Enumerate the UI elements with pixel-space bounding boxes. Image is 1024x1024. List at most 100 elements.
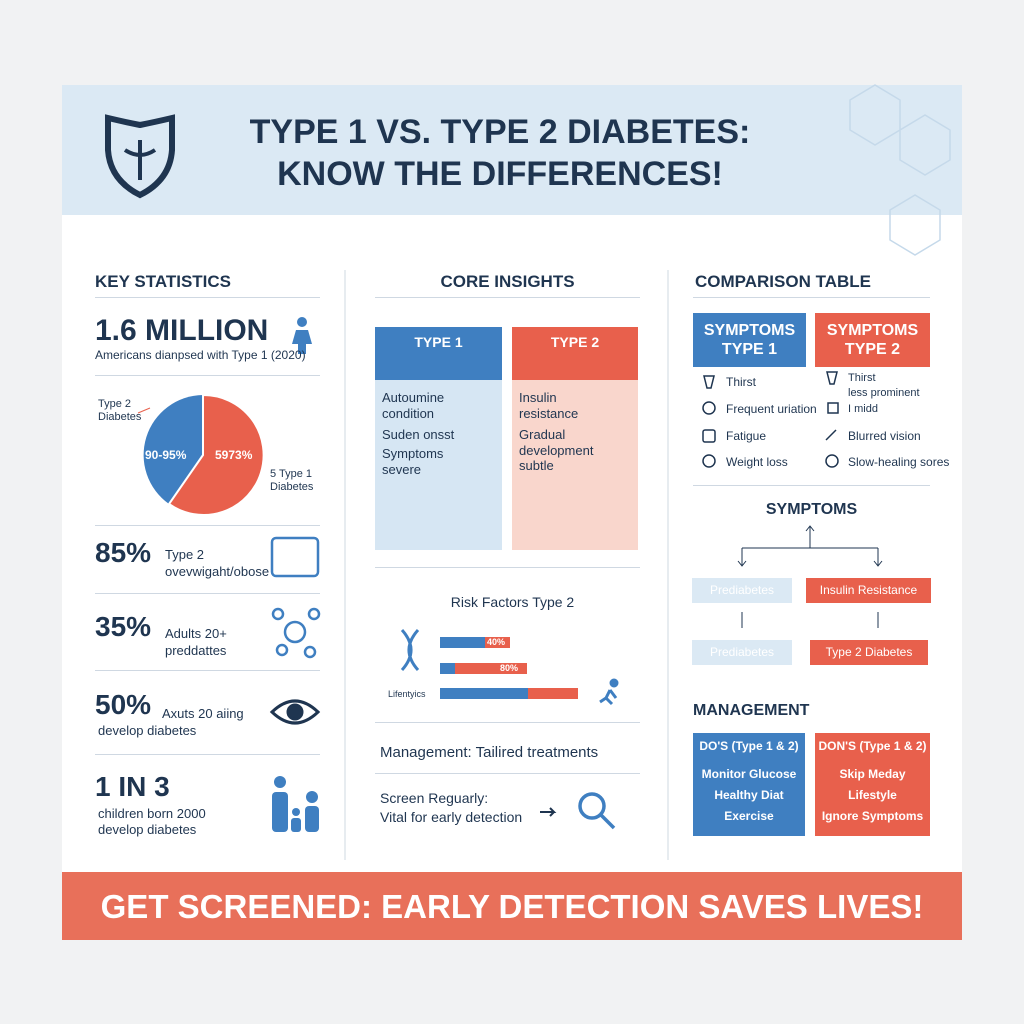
dos-item: Healthy Diat <box>714 788 784 802</box>
flow-node <box>692 640 792 665</box>
stat-value: 85% <box>95 537 152 568</box>
scale-icon <box>270 536 320 578</box>
donts-item: Lifestyle <box>848 788 897 802</box>
stat-value: 1.6 MILLION <box>95 314 269 347</box>
rule <box>95 593 320 594</box>
stat-value: 1 IN 3 <box>95 771 170 802</box>
arrow <box>540 807 557 817</box>
card-item: Suden onsst <box>382 427 455 442</box>
stat-caption: Americans dianpsed with Type 1 (2020) <box>95 348 306 362</box>
card-item: Symptoms severe <box>382 446 444 477</box>
stat-caption: develop diabetes <box>98 723 197 738</box>
flow-node <box>810 640 928 665</box>
flow-label: Prediabetes <box>709 583 775 597</box>
title: KNOW THE DIFFERENCES! <box>277 155 723 193</box>
symptom: Thirst less prominent I midd <box>848 372 920 415</box>
dos-item: Exercise <box>724 809 774 823</box>
table-head: SYMPTOMS TYPE 1 <box>703 322 796 359</box>
hexagons <box>849 84 951 256</box>
rule <box>375 567 640 568</box>
heading: COMPARISON TABLE <box>695 272 871 291</box>
family-icon <box>272 776 319 832</box>
flow-node <box>806 578 931 603</box>
pie-leader <box>137 407 151 414</box>
dos-item: Monitor Glucose <box>701 767 797 781</box>
donts-title: DON'S (Type 1 & 2) <box>818 739 927 753</box>
symptom-icons <box>702 371 839 468</box>
footer-band <box>62 872 962 940</box>
card-item: Insulin resistance <box>519 390 579 421</box>
flow-label: Prediabetes <box>709 645 775 659</box>
flow-node <box>692 578 792 603</box>
symptom: Weight loss <box>726 455 788 469</box>
stat-caption: develop diabetes <box>98 822 197 837</box>
molecule-icon <box>271 607 321 659</box>
stat-caption: ovevwigaht/obose <box>165 564 270 579</box>
pie-slice <box>143 395 203 504</box>
rule <box>95 297 320 298</box>
card-item: Gradual development subtle <box>519 427 594 474</box>
dos-title: DO'S (Type 1 & 2) <box>699 739 799 753</box>
type2-body <box>512 380 638 550</box>
risk-bars <box>440 637 578 699</box>
screen-note: Screen Reguarly: <box>380 790 489 806</box>
person-icon <box>292 317 312 354</box>
title: TYPE 1 VS. TYPE 2 DIABETES: <box>249 113 751 151</box>
runner-icon <box>599 678 619 706</box>
pie-label: 5973% <box>215 448 253 462</box>
stat-value: 50% <box>95 689 152 720</box>
symptom: Frequent uriation <box>726 402 817 416</box>
flow-title: SYMPTOMS <box>765 501 858 518</box>
symptom: Thirst <box>726 375 756 389</box>
eye-icon <box>269 699 321 725</box>
magnifier-icon <box>578 792 616 830</box>
flow-label: Type 2 Diabetes <box>825 645 913 659</box>
pie-slice <box>167 393 265 516</box>
rule <box>95 525 320 526</box>
card-title: TYPE 1 <box>414 334 463 350</box>
chart-title: Risk Factors Type 2 <box>450 594 575 610</box>
bar-label: 40% <box>487 637 506 647</box>
heading: KEY STATISTICS <box>95 272 232 291</box>
pie-label: Type 2 Diabetes <box>98 398 142 424</box>
card-title: TYPE 2 <box>550 334 600 350</box>
header-band <box>62 85 962 215</box>
stat-caption: preddattes <box>165 643 227 658</box>
pie-label: 5 Type 1 Diabetes <box>270 468 314 494</box>
heading: CORE INSIGHTS <box>440 272 575 291</box>
rule <box>693 297 930 298</box>
stat-caption: children born 2000 <box>98 806 206 821</box>
type1-header <box>375 327 502 380</box>
flow-lines <box>737 525 883 628</box>
shield-icon <box>105 114 175 199</box>
rule <box>95 754 320 755</box>
footer-text: GET SCREENED: EARLY DETECTION SAVES LIVE… <box>100 888 924 925</box>
bar-label: 80% <box>500 663 519 673</box>
rule <box>375 722 640 723</box>
management-note: Management: Tailired treatments <box>380 744 599 761</box>
dos-box <box>693 733 805 836</box>
donts-box <box>815 733 930 836</box>
symptoms-type1-header <box>693 313 806 367</box>
dna-icon <box>400 628 420 672</box>
stat-caption: Adults 20+ <box>165 626 227 641</box>
type1-body <box>375 380 502 550</box>
donts-item: Ignore Symptoms <box>821 809 924 823</box>
screen-note: Vital for early detection <box>380 809 523 825</box>
flow-label: Insulin Resistance <box>819 583 918 597</box>
stat-caption: Axuts 20 aiing <box>162 706 244 721</box>
symptom: Blurred vision <box>848 429 921 443</box>
heading: MANAGEMENT <box>693 702 810 719</box>
pie-label: 90-95% <box>145 448 187 462</box>
rule <box>375 773 640 774</box>
rule <box>693 485 930 486</box>
table-head: SYMPTOMS TYPE 2 <box>826 322 919 359</box>
rule <box>375 297 640 298</box>
bar-label: Lifentyics <box>388 689 426 699</box>
stat-value: 35% <box>95 611 152 642</box>
stat-caption: Type 2 <box>165 547 205 562</box>
donts-item: Skip Meday <box>839 767 906 781</box>
type2-header <box>512 327 638 380</box>
